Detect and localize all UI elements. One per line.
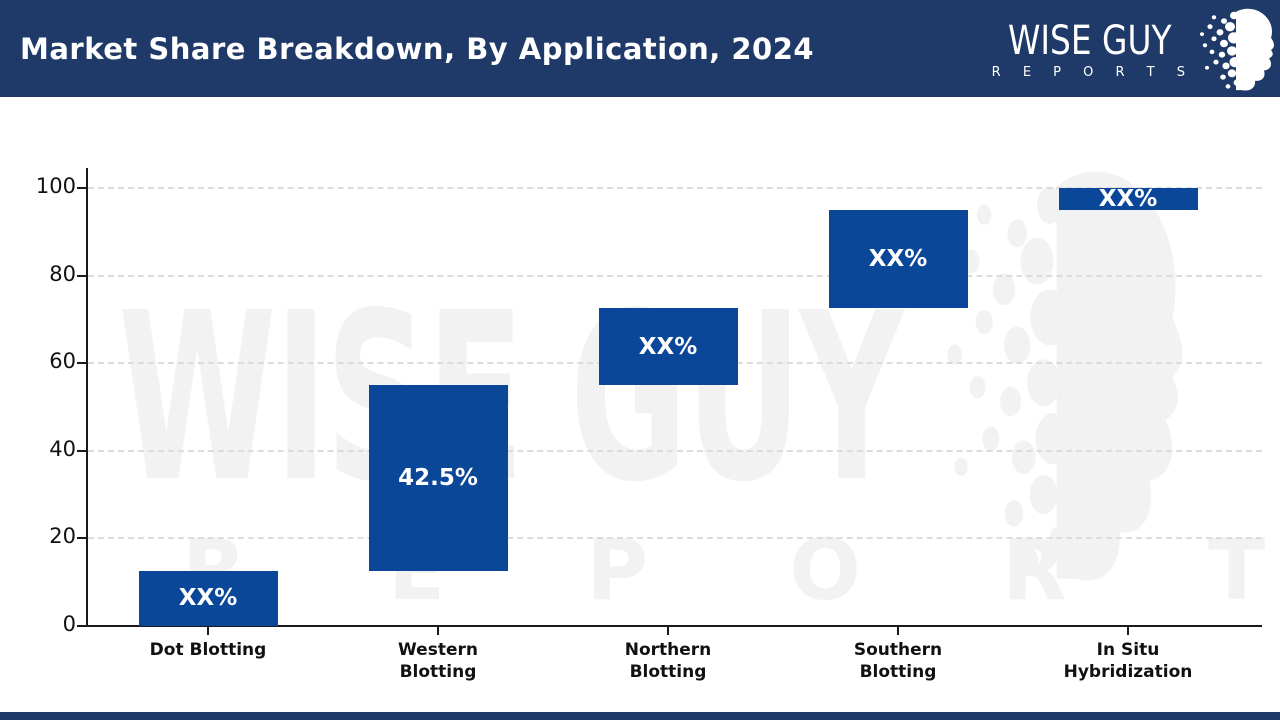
x-tick-western-blotting (437, 627, 439, 635)
y-tick-60 (77, 362, 86, 364)
y-tick-label-20: 20 (49, 524, 76, 548)
bar-northern-blotting: XX% (598, 308, 738, 385)
category-label-western-blotting: Western Blotting (343, 639, 533, 683)
bar-value-label-dot-blotting: XX% (178, 585, 238, 612)
category-label-dot-blotting: Dot Blotting (113, 639, 303, 661)
bar-dot-blotting: XX% (138, 570, 278, 626)
category-label-northern-blotting: Northern Blotting (573, 639, 763, 683)
gridline-20 (88, 537, 1262, 539)
x-tick-dot-blotting (207, 627, 209, 635)
y-tick-0 (77, 624, 86, 627)
category-label-text-dot-blotting: Dot Blotting (149, 640, 267, 660)
header-bar: Market Share Breakdown, By Application, … (0, 0, 1280, 97)
brand-reports-label: R E P O R T S (991, 64, 1194, 80)
y-tick-40 (77, 449, 86, 452)
x-tick-southern-blotting (897, 627, 899, 635)
y-axis-line (86, 168, 88, 627)
category-label-in-situ-hybridization: In Situ Hybridization (1033, 639, 1223, 683)
bar-value-label-western-blotting: 42.5% (398, 464, 478, 491)
y-tick-20 (77, 537, 86, 539)
brand-face-icon (1200, 8, 1274, 91)
y-tick-label-100: 100 (35, 174, 76, 198)
watermark-wordmark: WISE GUY (118, 263, 904, 533)
y-tick-label-60: 60 (49, 349, 76, 373)
chart-title: Market Share Breakdown, By Application, … (20, 31, 815, 66)
category-label-text-in-situ-hybridization: In Situ Hybridization (1063, 640, 1193, 683)
bar-western-blotting: 42.5% (368, 384, 508, 571)
y-tick-label-40: 40 (49, 436, 76, 461)
gridline-80 (88, 274, 1262, 277)
y-tick-label-0: 0 (62, 611, 76, 636)
x-tick-in-situ-hybridization (1127, 627, 1129, 635)
gridline-100 (88, 187, 1262, 189)
category-label-text-southern-blotting: Southern Blotting (853, 640, 943, 683)
x-tick-northern-blotting (667, 627, 669, 635)
category-label-text-western-blotting: Western Blotting (398, 640, 478, 683)
brand-logo: WISE GUY R E P O R T S (986, 8, 1280, 92)
y-tick-label-80: 80 (49, 261, 76, 286)
category-label-text-northern-blotting: Northern Blotting (624, 640, 712, 683)
bar-in-situ-hybridization: XX% (1058, 185, 1198, 212)
gridline-40 (88, 449, 1262, 452)
bar-value-label-in-situ-hybridization: XX% (1098, 185, 1158, 212)
y-tick-100 (77, 187, 86, 189)
y-tick-80 (77, 274, 86, 277)
category-label-southern-blotting: Southern Blotting (803, 639, 993, 683)
brand-logo-text: WISE GUY R E P O R T S (986, 21, 1194, 80)
bar-value-label-northern-blotting: XX% (638, 333, 698, 360)
footer-bar (0, 712, 1280, 720)
x-axis-line (86, 625, 1262, 627)
bar-value-label-southern-blotting: XX% (868, 246, 928, 273)
brand-wordmark: WISE GUY (1008, 17, 1172, 64)
bar-southern-blotting: XX% (828, 209, 968, 309)
